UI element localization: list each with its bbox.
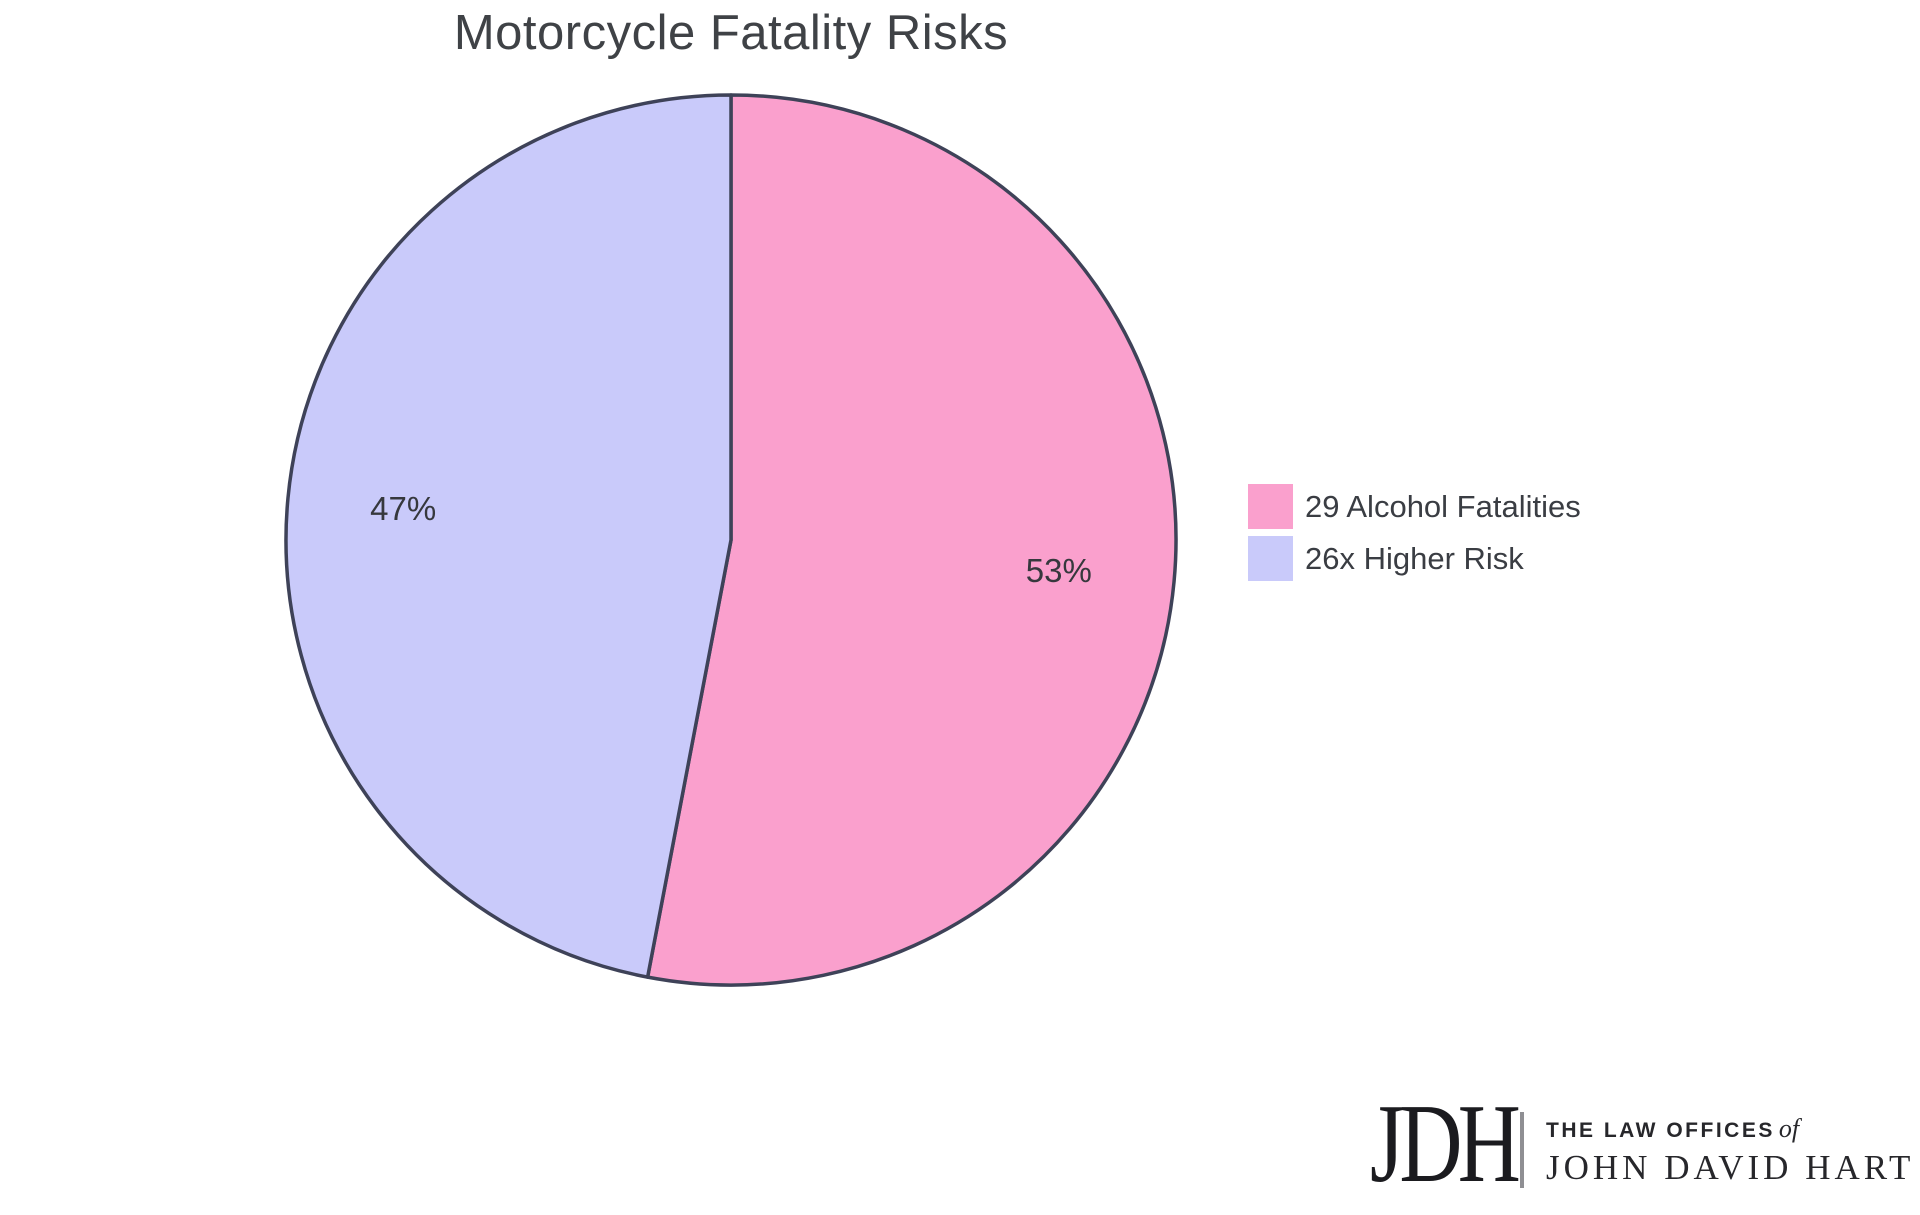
logo-divider <box>1520 1112 1524 1188</box>
legend-label-alcohol-fatalities: 29 Alcohol Fatalities <box>1305 488 1581 524</box>
logo-text: THE LAW OFFICES of JOHN DAVID HART <box>1546 1114 1914 1185</box>
legend: 29 Alcohol Fatalities 26x Higher Risk <box>1248 484 1581 588</box>
pie-slice-label-1: 47% <box>370 490 436 527</box>
legend-label-higher-risk: 26x Higher Risk <box>1305 540 1524 576</box>
legend-item: 26x Higher Risk <box>1248 536 1581 581</box>
pie-chart: 53% 47% <box>284 93 1178 987</box>
logo-tagline: THE LAW OFFICES <box>1546 1119 1775 1142</box>
logo-tagline-line: THE LAW OFFICES of <box>1546 1114 1914 1144</box>
legend-item: 29 Alcohol Fatalities <box>1248 484 1581 529</box>
pie-slice-1 <box>284 93 733 979</box>
logo-firm-name: JOHN DAVID HART <box>1546 1148 1915 1187</box>
logo-tagline-of: of <box>1778 1114 1800 1143</box>
legend-swatch-higher-risk <box>1248 536 1293 581</box>
brand-logo: JDH THE LAW OFFICES of JOHN DAVID HART <box>1370 1088 1910 1202</box>
legend-swatch-alcohol-fatalities <box>1248 484 1293 529</box>
chart-title: Motorcycle Fatality Risks <box>453 6 1009 60</box>
pie-slice-0 <box>645 93 1178 987</box>
logo-monogram: JDH <box>1370 1082 1521 1206</box>
pie-slice-label-0: 53% <box>1026 552 1092 589</box>
